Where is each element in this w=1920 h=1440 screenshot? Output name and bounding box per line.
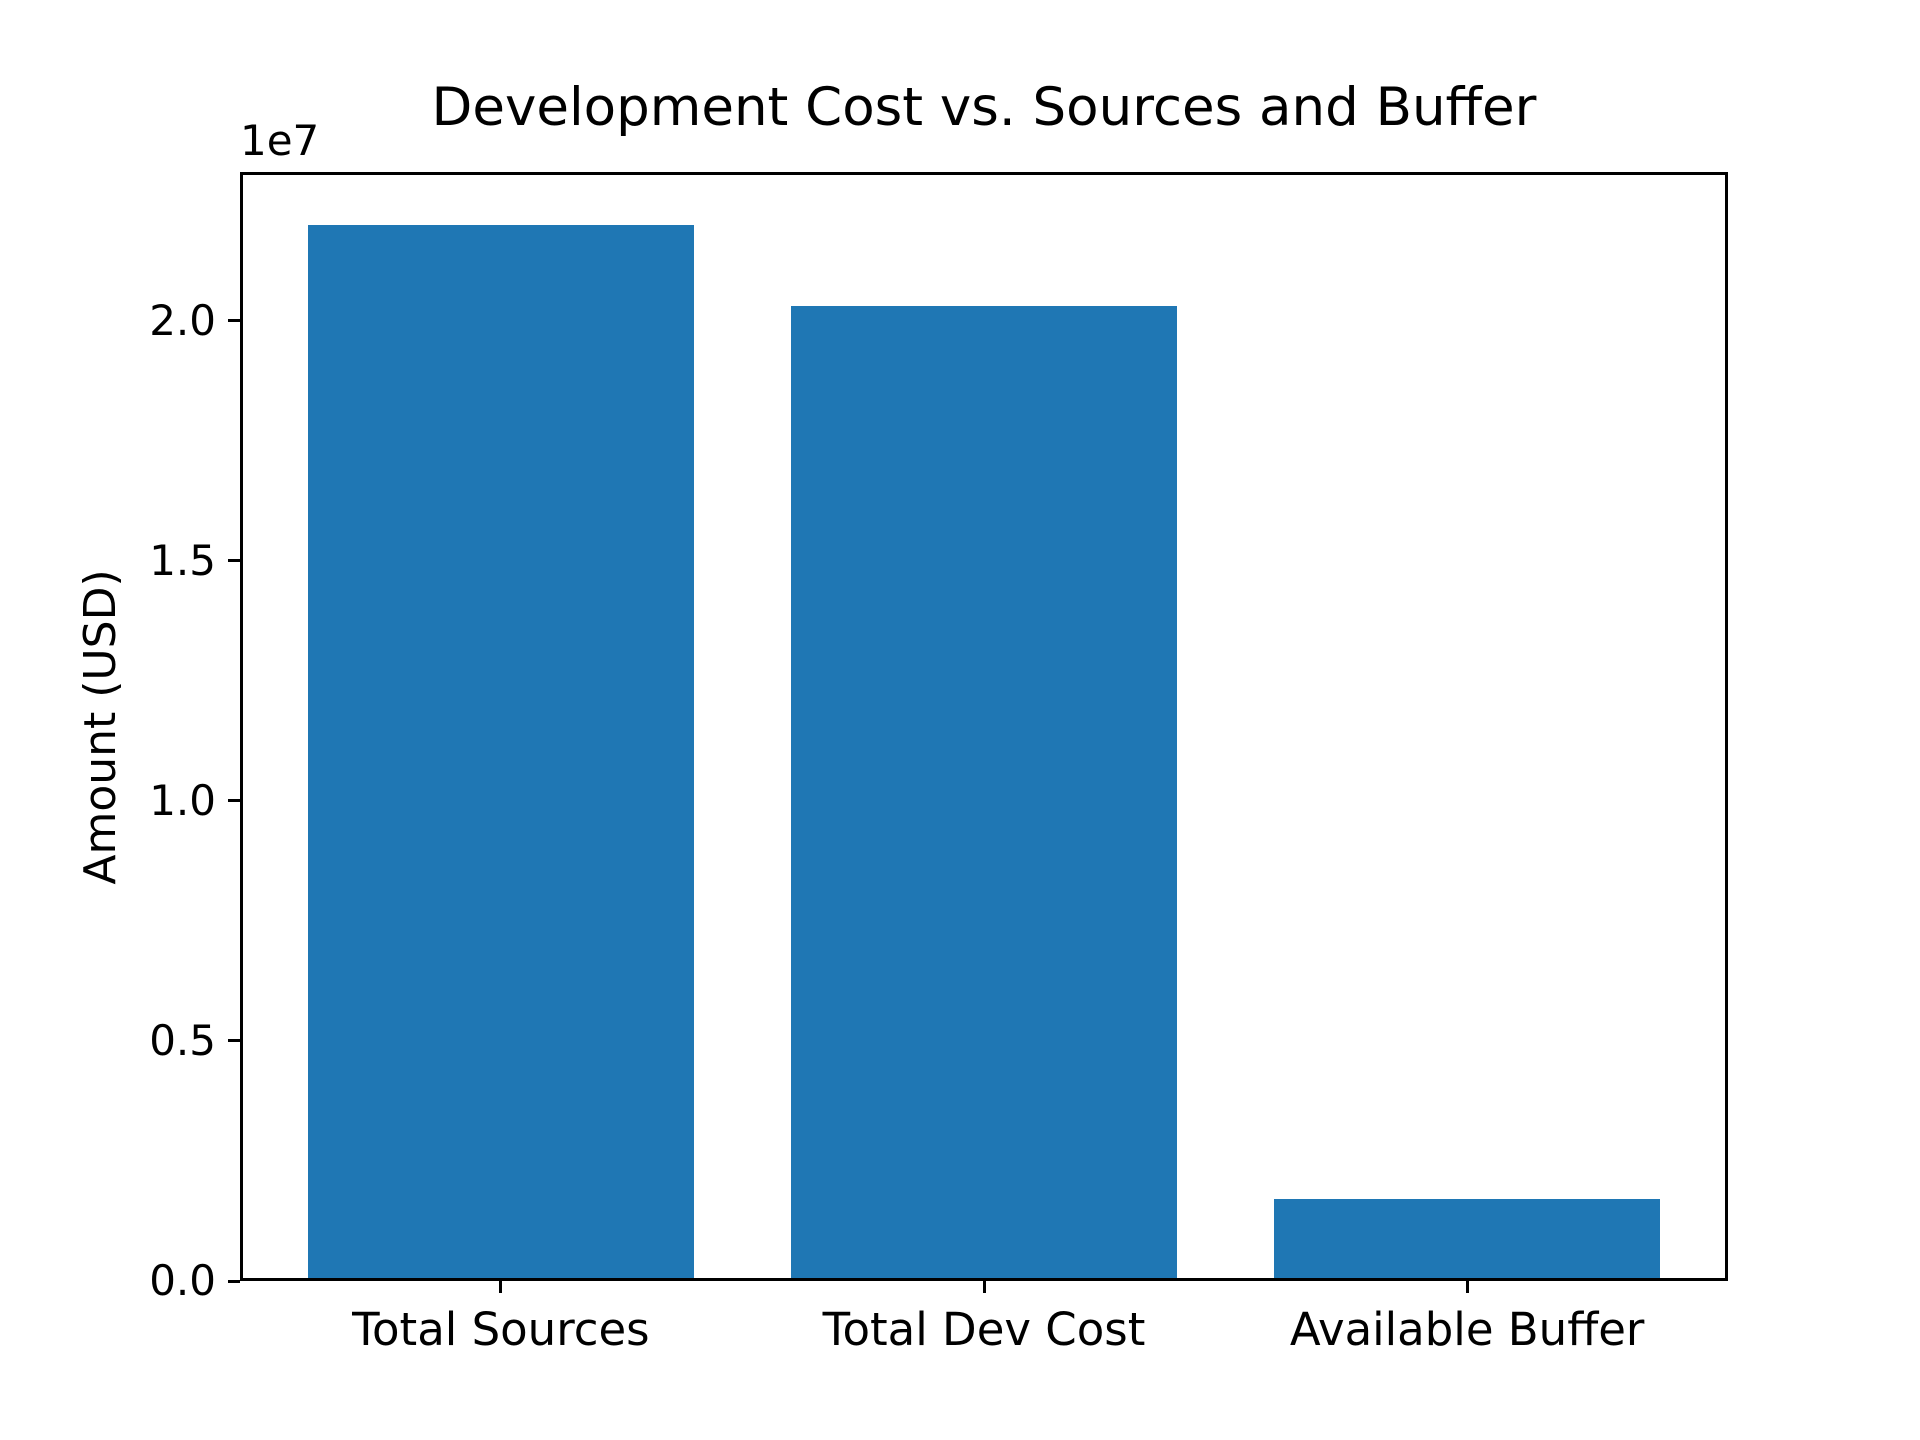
y-tick-label: 1.0: [149, 775, 216, 825]
y-tick-mark: [228, 799, 240, 803]
y-tick-label: 2.0: [149, 295, 216, 345]
y-tick-mark: [228, 1039, 240, 1043]
y-tick-mark: [228, 1279, 240, 1283]
y-tick-mark: [228, 559, 240, 563]
x-tick-mark: [1465, 1281, 1469, 1293]
bar-total-sources: [307, 224, 695, 1281]
bar-available-buffer: [1273, 1199, 1661, 1281]
y-tick-label: 0.5: [149, 1015, 216, 1065]
y-tick-label: 1.5: [149, 535, 216, 585]
x-tick-mark: [982, 1281, 986, 1293]
bar-total-dev-cost: [790, 306, 1178, 1281]
y-axis-offset-text: 1e7: [240, 116, 320, 165]
x-tick-label-total-dev-cost: Total Dev Cost: [822, 1303, 1146, 1356]
y-tick-mark: [228, 319, 240, 323]
chart-title: Development Cost vs. Sources and Buffer: [431, 77, 1537, 138]
x-tick-mark: [499, 1281, 503, 1293]
x-tick-label-total-sources: Total Sources: [352, 1303, 650, 1356]
y-axis-label: Amount (USD): [75, 569, 126, 885]
x-tick-label-available-buffer: Available Buffer: [1289, 1303, 1645, 1356]
y-tick-label: 0.0: [149, 1256, 216, 1305]
